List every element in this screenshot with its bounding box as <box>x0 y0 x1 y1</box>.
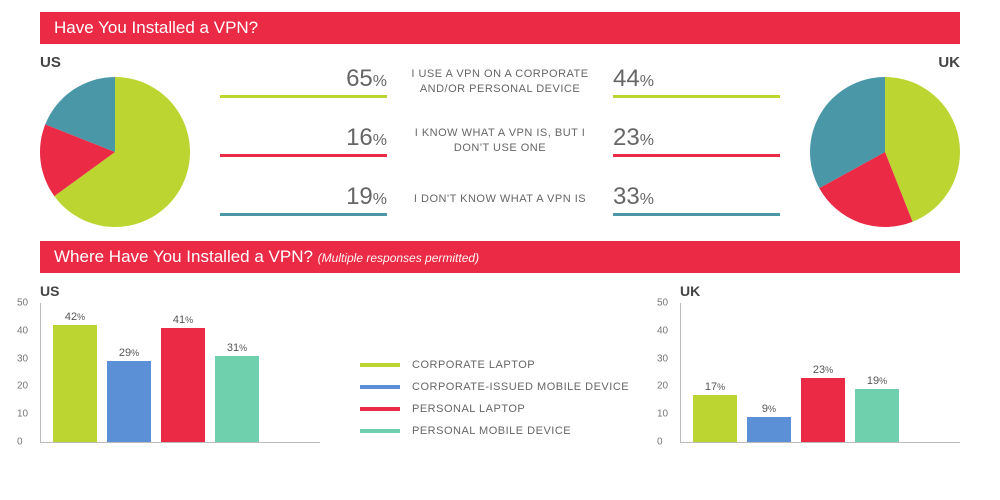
legend-item: CORPORATE-ISSUED MOBILE DEVICE <box>360 381 660 393</box>
bar-legend: CORPORATE LAPTOP CORPORATE-ISSUED MOBILE … <box>340 359 660 443</box>
uk-bar-block: UK 01020304050 17% 9% 23% 19% <box>680 283 960 443</box>
legend-item: PERSONAL LAPTOP <box>360 403 660 415</box>
y-tick: 10 <box>657 409 668 420</box>
y-tick: 50 <box>657 298 668 309</box>
legend-item: CORPORATE LAPTOP <box>360 359 660 371</box>
bar: 23% <box>801 303 845 442</box>
us-pie-column: US <box>40 54 210 227</box>
comparison-row: 65% I USE A VPN ON A CORPORATE AND/OR PE… <box>220 65 780 98</box>
section2-title: Where Have You Installed a VPN? <box>54 247 313 266</box>
uk-bar-chart: 01020304050 17% 9% 23% 19% <box>680 303 960 443</box>
y-tick: 0 <box>657 437 663 448</box>
bar: 41% <box>161 303 205 442</box>
legend-swatch <box>360 363 400 367</box>
us-label: US <box>40 54 210 71</box>
bar-value-label: 41% <box>173 314 193 326</box>
y-tick: 20 <box>17 381 28 392</box>
section2-banner: Where Have You Installed a VPN? (Multipl… <box>40 241 960 273</box>
legend-swatch <box>360 407 400 411</box>
y-tick: 30 <box>17 353 28 364</box>
comparison-row: 19% I DON'T KNOW WHAT A VPN IS 33% <box>220 183 780 216</box>
bar-value-label: 9% <box>762 403 776 415</box>
y-tick: 50 <box>17 298 28 309</box>
bar: 31% <box>215 303 259 442</box>
us-pie-chart <box>40 77 190 227</box>
legend-item: PERSONAL MOBILE DEVICE <box>360 425 660 437</box>
bar-value-label: 31% <box>227 342 247 354</box>
y-tick: 30 <box>657 353 668 364</box>
us-percent: 19% <box>220 183 387 216</box>
row-description: I KNOW WHAT A VPN IS, BUT I DON'T USE ON… <box>405 126 595 156</box>
row-description: I USE A VPN ON A CORPORATE AND/OR PERSON… <box>405 67 595 97</box>
section1-banner: Have You Installed a VPN? <box>40 12 960 44</box>
bar-value-label: 23% <box>813 364 833 376</box>
uk-pie-column: UK <box>790 54 960 227</box>
uk-pie-chart <box>810 77 960 227</box>
bar-value-label: 19% <box>867 375 887 387</box>
legend-label: PERSONAL MOBILE DEVICE <box>412 425 571 437</box>
bar-value-label: 17% <box>705 381 725 393</box>
y-tick: 10 <box>17 409 28 420</box>
bar: 29% <box>107 303 151 442</box>
legend-label: CORPORATE-ISSUED MOBILE DEVICE <box>412 381 629 393</box>
legend-label: CORPORATE LAPTOP <box>412 359 535 371</box>
y-tick: 40 <box>17 325 28 336</box>
y-tick: 0 <box>17 437 23 448</box>
y-tick: 20 <box>657 381 668 392</box>
bar: 42% <box>53 303 97 442</box>
y-tick: 40 <box>657 325 668 336</box>
legend-label: PERSONAL LAPTOP <box>412 403 525 415</box>
row-description: I DON'T KNOW WHAT A VPN IS <box>405 192 595 207</box>
us-percent: 16% <box>220 124 387 157</box>
legend-swatch <box>360 385 400 389</box>
legend-swatch <box>360 429 400 433</box>
section1-body: US 65% I USE A VPN ON A CORPORATE AND/OR… <box>40 54 960 227</box>
section1-title: Have You Installed a VPN? <box>54 18 258 37</box>
uk-percent: 33% <box>613 183 780 216</box>
bar-value-label: 29% <box>119 347 139 359</box>
comparison-row: 16% I KNOW WHAT A VPN IS, BUT I DON'T US… <box>220 124 780 157</box>
uk-percent: 23% <box>613 124 780 157</box>
uk-label: UK <box>790 54 960 71</box>
section2-subtitle: (Multiple responses permitted) <box>318 251 479 265</box>
uk-percent: 44% <box>613 65 780 98</box>
uk-bar-label: UK <box>680 283 960 299</box>
us-bar-label: US <box>40 283 320 299</box>
us-bar-chart: 01020304050 42% 29% 41% 31% <box>40 303 320 443</box>
bar: 19% <box>855 303 899 442</box>
bar: 17% <box>693 303 737 442</box>
us-percent: 65% <box>220 65 387 98</box>
bar-value-label: 42% <box>65 311 85 323</box>
bar: 9% <box>747 303 791 442</box>
us-bar-block: US 01020304050 42% 29% 41% 31% <box>40 283 320 443</box>
comparison-rows: 65% I USE A VPN ON A CORPORATE AND/OR PE… <box>210 65 790 216</box>
section2-body: US 01020304050 42% 29% 41% 31% CORPORATE… <box>40 283 960 443</box>
